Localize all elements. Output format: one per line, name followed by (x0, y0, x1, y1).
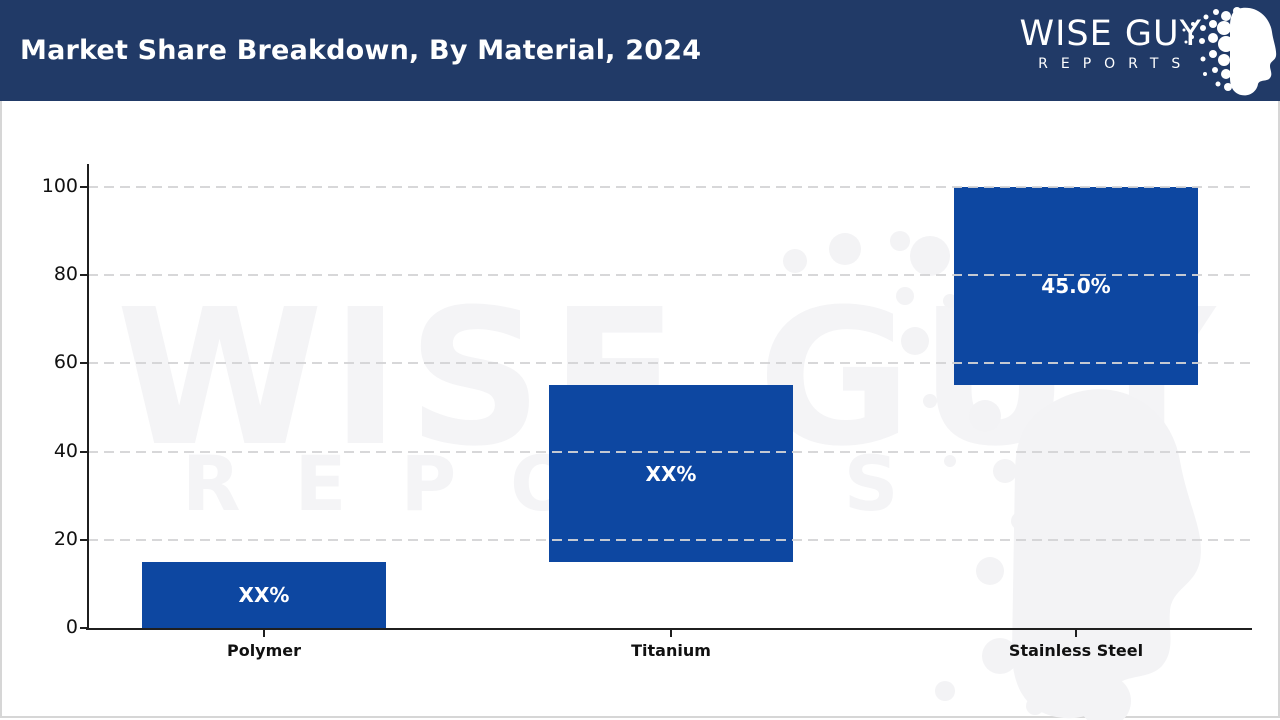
y-tick-20 (80, 538, 87, 541)
gridline-40 (88, 450, 1252, 453)
x-label-stainless-steel: Stainless Steel (1008, 641, 1144, 660)
y-axis-line (87, 164, 89, 630)
gridline-80 (88, 274, 1252, 277)
y-tick-label-40: 40 (53, 439, 78, 462)
bar-polymer: XX% (142, 561, 386, 628)
x-tick-0 (263, 630, 265, 637)
bar-titanium: XX% (549, 385, 793, 562)
logo-head-icon (1182, 7, 1277, 96)
x-label-polymer: Polymer (226, 641, 302, 660)
x-tick-2 (1075, 630, 1077, 637)
wiseguy-logo: WISE GUY REPORTS (980, 0, 1280, 101)
x-label-titanium: Titanium (631, 641, 711, 660)
bar-value-label: XX% (645, 461, 697, 486)
bar-value-label: 45.0% (1041, 274, 1111, 299)
chart-title: Market Share Breakdown, By Material, 202… (20, 35, 702, 66)
y-tick-40 (80, 450, 87, 453)
y-tick-60 (80, 362, 87, 365)
header-bar: Market Share Breakdown, By Material, 202… (0, 0, 1280, 101)
bar-value-label: XX% (238, 582, 290, 607)
y-tick-80 (80, 274, 87, 277)
y-tick-label-20: 20 (53, 527, 78, 550)
logo-wordmark-line1: WISE GUY (1019, 14, 1202, 54)
logo-wordmark: WISE GUY REPORTS (1019, 14, 1202, 72)
x-tick-1 (670, 630, 672, 637)
gridline-100 (88, 186, 1252, 188)
x-axis-line (86, 628, 1252, 630)
watermark-head-dots (783, 231, 1201, 720)
y-tick-0 (80, 627, 87, 629)
y-tick-label-80: 80 (53, 263, 78, 286)
logo-wordmark-line2: REPORTS (1038, 56, 1194, 72)
gridline-20 (88, 538, 1252, 541)
y-tick-label-60: 60 (53, 351, 78, 374)
bar-stainless-steel: 45.0% (954, 187, 1198, 386)
chart-area: WISE GUY REPORTS XX%XX%45.0%020406080100… (0, 101, 1280, 720)
y-tick-100 (80, 186, 87, 188)
y-tick-label-0: 0 (65, 616, 78, 638)
gridline-60 (88, 362, 1252, 365)
page-border (0, 101, 1280, 718)
y-tick-label-100: 100 (41, 175, 78, 197)
